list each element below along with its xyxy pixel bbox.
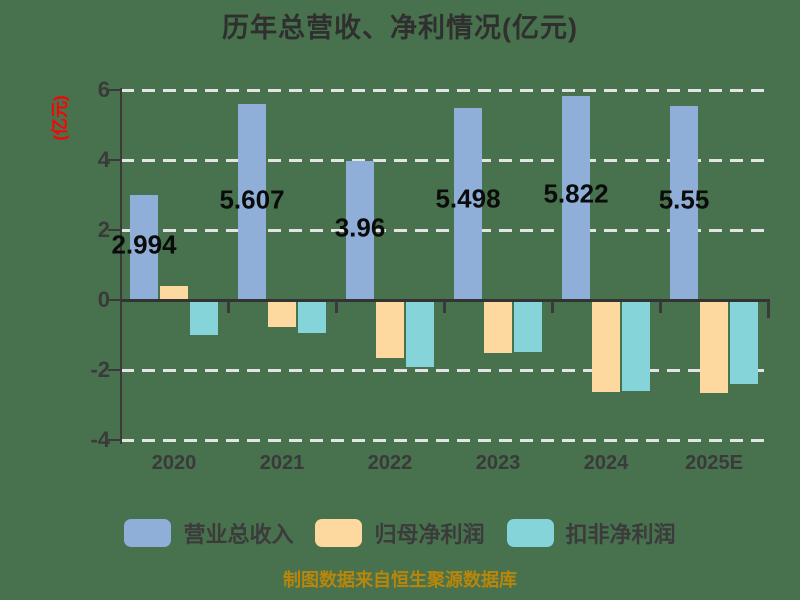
- y-tick-label: 6: [97, 77, 110, 102]
- bar-net-profit-2021: [268, 300, 296, 327]
- bar-deducted-net-profit-2025E: [730, 300, 758, 385]
- x-axis-tick: [551, 301, 554, 313]
- legend-label-revenue: 营业总收入: [183, 522, 294, 547]
- gridline-y-4: [121, 438, 770, 442]
- y-tick--2: [108, 368, 121, 372]
- zero-line: [121, 298, 770, 302]
- y-tick-2: [108, 228, 121, 232]
- x-tick-label-2023: 2023: [475, 452, 521, 474]
- y-tick-6: [108, 88, 121, 92]
- x-axis-tick: [335, 301, 338, 313]
- legend-item-revenue: 营业总收入: [124, 517, 293, 549]
- x-tick-label-2025E: 2025E: [685, 452, 743, 474]
- bar-revenue-2021: [238, 103, 266, 300]
- chart-title: 历年总营收、净利情况(亿元): [222, 13, 578, 43]
- bar-net-profit-2024: [592, 300, 620, 392]
- y-tick-4: [108, 158, 121, 162]
- bar-value-label: 2.994: [111, 229, 177, 260]
- x-axis-tick: [659, 301, 662, 313]
- x-tick-label-2022: 2022: [367, 452, 413, 474]
- x-tick-label-2021: 2021: [259, 452, 305, 474]
- y-tick-label: 4: [97, 147, 110, 172]
- bar-deducted-net-profit-2020: [190, 300, 218, 335]
- y-tick-label: 0: [97, 287, 110, 312]
- y-tick-label: -2: [90, 357, 110, 382]
- bar-revenue-2022: [346, 161, 374, 300]
- bar-deducted-net-profit-2021: [298, 300, 326, 334]
- legend: 营业总收入 归母净利润 扣非净利润: [0, 517, 800, 549]
- gridline-y4: [121, 158, 770, 162]
- bar-deducted-net-profit-2022: [406, 300, 434, 367]
- bar-revenue-2024: [562, 96, 590, 300]
- bar-revenue-2025E: [670, 105, 698, 300]
- x-axis-tick: [443, 301, 446, 313]
- bar-net-profit-2020: [160, 286, 188, 300]
- bar-value-label: 5.607: [219, 184, 285, 215]
- bar-net-profit-2023: [484, 300, 512, 354]
- legend-swatch-revenue: [124, 519, 172, 547]
- bar-value-label: 3.96: [334, 212, 386, 243]
- legend-item-deducted-net-profit: 扣非净利润: [506, 517, 676, 549]
- y-tick--4: [108, 438, 121, 442]
- x-axis-tick: [227, 301, 230, 313]
- bar-deducted-net-profit-2024: [622, 300, 650, 391]
- gridline-y6: [121, 88, 770, 92]
- bar-net-profit-2025E: [700, 300, 728, 394]
- bar-value-label: 5.822: [543, 178, 609, 209]
- legend-swatch-deducted-net-profit: [506, 519, 554, 547]
- legend-label-deducted-net-profit: 扣非净利润: [565, 522, 676, 547]
- y-tick-0: [108, 298, 121, 302]
- gridline-y2: [121, 228, 770, 232]
- bar-revenue-2020: [130, 195, 158, 300]
- y-axis-line: [119, 88, 122, 444]
- y-tick-label: -4: [90, 427, 110, 452]
- legend-label-net-profit: 归母净利润: [374, 522, 485, 547]
- bar-deducted-net-profit-2023: [514, 300, 542, 352]
- bar-value-label: 5.498: [435, 183, 501, 214]
- bar-revenue-2023: [454, 107, 482, 300]
- legend-swatch-net-profit: [315, 519, 363, 547]
- bar-net-profit-2022: [376, 300, 404, 359]
- source-note: 制图数据来自恒生聚源数据库: [283, 570, 517, 590]
- x-tick-label-2024: 2024: [583, 452, 629, 474]
- gridline-y-2: [121, 368, 770, 372]
- y-tick-label: 2: [97, 217, 110, 242]
- legend-item-net-profit: 归母净利润: [315, 517, 485, 549]
- x-tick-label-2020: 2020: [151, 452, 197, 474]
- bar-value-label: 5.55: [658, 184, 710, 215]
- x-axis-end-tick: [767, 301, 770, 318]
